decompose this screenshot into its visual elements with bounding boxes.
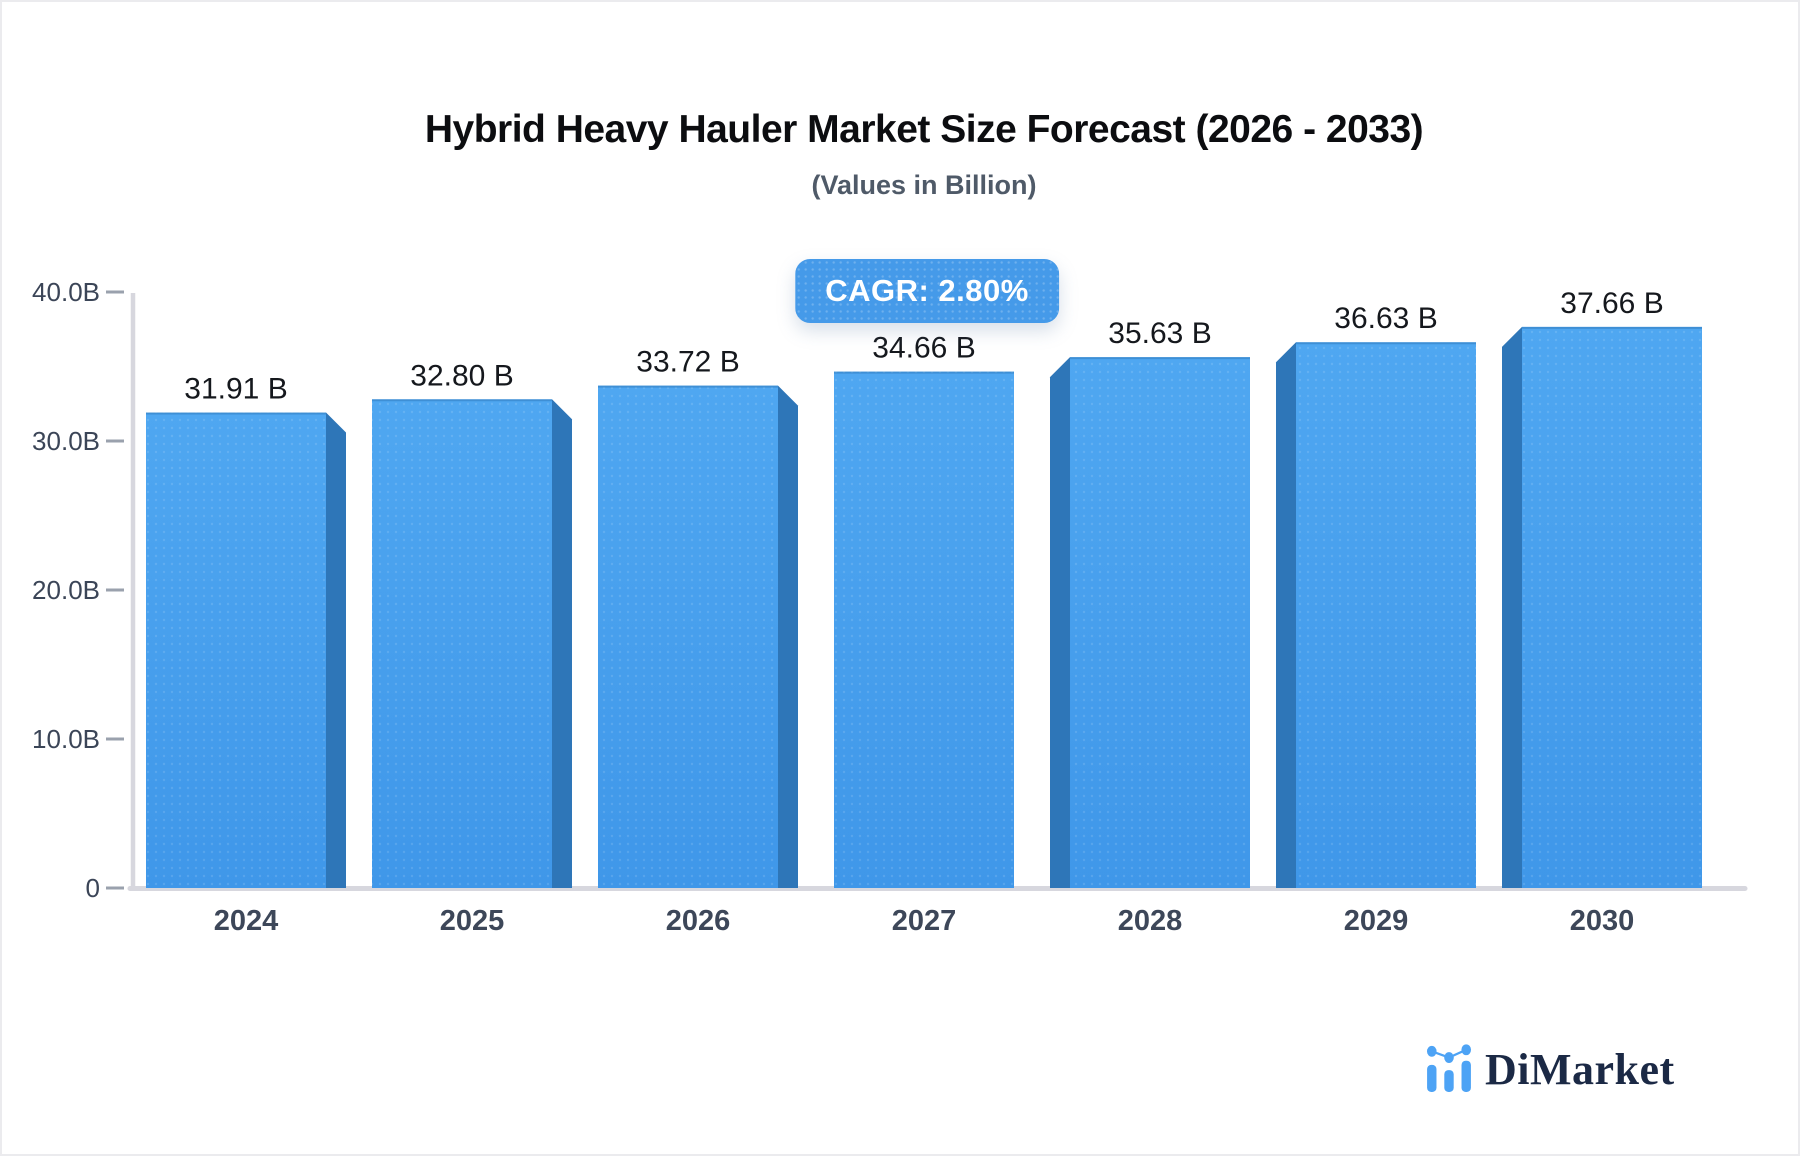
bar-value-label: 35.63 B	[1108, 317, 1211, 350]
y-tick-label: 20.0B	[32, 575, 100, 605]
bar-side	[1502, 326, 1522, 889]
chart-title: Hybrid Heavy Hauler Market Size Forecast…	[424, 108, 1424, 151]
dimarket-logo-icon	[1426, 1044, 1472, 1092]
bar-side	[326, 412, 346, 888]
y-tick-label: 0	[86, 873, 100, 903]
brand-name: DiMarket	[1485, 1045, 1675, 1094]
x-category-label: 2027	[892, 905, 957, 937]
y-tick-label: 40.0B	[32, 277, 100, 307]
y-tick-label: 30.0B	[32, 426, 100, 456]
bar-face-texture	[146, 412, 326, 888]
x-category-label: 2025	[440, 905, 505, 937]
bar-value-label: 33.72 B	[636, 346, 739, 379]
y-tick-label: 10.0B	[32, 724, 100, 754]
cagr-badge: CAGR: 2.80%	[795, 259, 1059, 323]
brand-logo: DiMarket	[1426, 1044, 1675, 1092]
bar-value-label: 36.63 B	[1334, 302, 1437, 335]
x-category-label: 2030	[1570, 905, 1635, 937]
bar-face-texture	[1522, 326, 1702, 889]
bar-value-label: 37.66 B	[1560, 287, 1663, 320]
bar-side	[1276, 342, 1296, 888]
bar-face-texture	[372, 399, 552, 888]
bar-side	[1050, 357, 1070, 888]
x-category-label: 2028	[1118, 905, 1183, 937]
bar-face-texture	[598, 385, 778, 888]
bar-side	[778, 385, 798, 888]
x-category-label: 2024	[214, 905, 279, 937]
bar-value-label: 32.80 B	[410, 359, 513, 392]
bar-face-texture	[1070, 357, 1250, 888]
bar-face-texture	[1296, 342, 1476, 888]
chart-subtitle: (Values in Billion)	[811, 170, 1037, 200]
bar-value-label: 34.66 B	[872, 332, 975, 365]
bar-value-label: 31.91 B	[184, 373, 287, 406]
x-category-label: 2029	[1344, 905, 1409, 937]
bar-face-texture	[834, 371, 1014, 888]
bar-side	[552, 399, 572, 888]
x-category-label: 2026	[666, 905, 731, 937]
